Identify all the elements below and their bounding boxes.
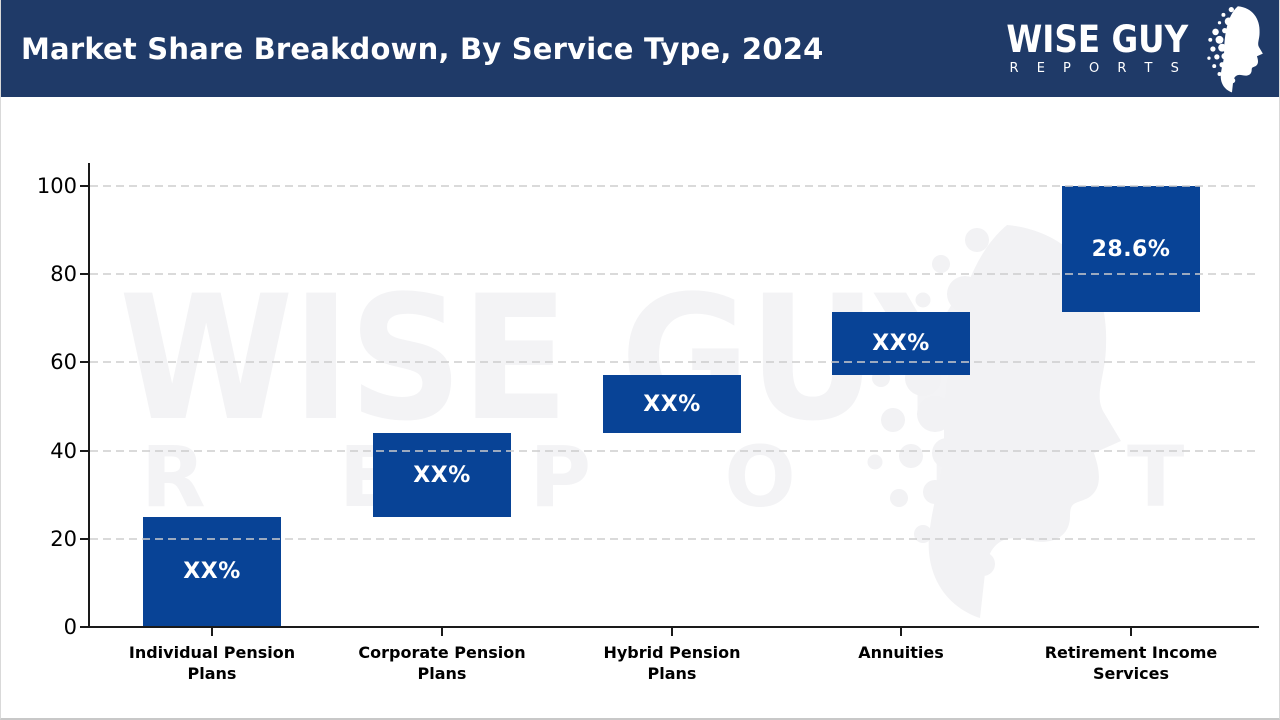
- logo-subtitle: R E P O R T S: [1009, 61, 1186, 76]
- y-tick-label: 60: [50, 350, 77, 375]
- y-tick-label: 20: [50, 526, 77, 551]
- bar-segment: 28.6%: [1062, 186, 1200, 313]
- x-tick-mark: [211, 628, 213, 636]
- y-gridline: [90, 185, 1259, 187]
- x-category-label: Hybrid Pension Plans: [603, 643, 741, 683]
- bar-value-label: 28.6%: [1091, 236, 1171, 262]
- y-tick-mark: [80, 273, 88, 276]
- bar-segment: XX%: [143, 516, 281, 627]
- bar-segment: XX%: [603, 375, 741, 434]
- bar-segment: XX%: [832, 312, 970, 376]
- page-title: Market Share Breakdown, By Service Type,…: [21, 31, 824, 66]
- wise-guy-logo: WISE GUY R E P O R T S: [994, 0, 1273, 97]
- x-category-label: Corporate Pension Plans: [358, 643, 526, 683]
- y-gridline: [90, 361, 1259, 364]
- y-tick-mark: [80, 449, 88, 452]
- bar-segment: XX%: [373, 433, 511, 517]
- x-tick-mark: [441, 628, 443, 636]
- x-category-label: Individual Pension Plans: [128, 643, 296, 683]
- x-axis-line: [88, 626, 1259, 628]
- plot-area: 0 20 40 60 80 100 XX% Individual Pension Plans X…: [1, 97, 1279, 718]
- bar-value-label: XX%: [643, 391, 701, 417]
- x-category-label: Annuities: [858, 643, 944, 662]
- y-tick-label: 80: [50, 262, 77, 287]
- head-profile-dots-icon: [1207, 5, 1263, 92]
- logo-wordmark: WISE GUY: [1006, 18, 1189, 61]
- y-gridline: [90, 273, 1259, 276]
- y-axis-line: [88, 163, 90, 627]
- bar-value-label: XX%: [183, 559, 241, 585]
- y-tick-label: 100: [36, 174, 77, 198]
- y-gridline: [90, 537, 1259, 540]
- y-tick-mark: [80, 537, 88, 540]
- x-tick-mark: [671, 628, 673, 636]
- bar-value-label: XX%: [872, 331, 930, 357]
- y-tick-label: 40: [50, 438, 77, 463]
- x-category-label: Retirement Income Services: [1044, 643, 1218, 683]
- y-tick-label: 0: [63, 615, 77, 639]
- x-tick-mark: [900, 628, 902, 636]
- y-tick-mark: [80, 185, 88, 187]
- y-tick-mark: [80, 361, 88, 364]
- y-gridline: [90, 449, 1259, 452]
- y-tick-mark: [80, 626, 88, 628]
- x-tick-mark: [1130, 628, 1132, 636]
- header-band: Market Share Breakdown, By Service Type,…: [1, 0, 1279, 97]
- logo-text: WISE GUY R E P O R T S: [994, 21, 1201, 76]
- bar-value-label: XX%: [413, 462, 471, 488]
